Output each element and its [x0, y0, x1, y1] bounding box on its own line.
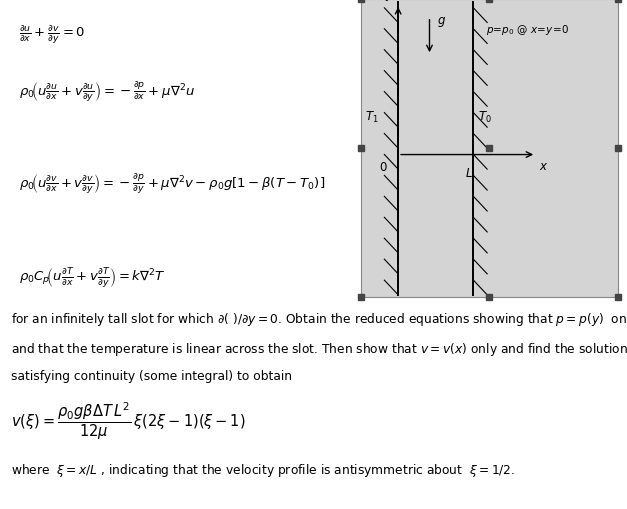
Text: $\frac{\partial u}{\partial x}+\frac{\partial v}{\partial y}=0$: $\frac{\partial u}{\partial x}+\frac{\pa… [19, 23, 85, 45]
Text: 0: 0 [379, 160, 387, 173]
Text: and that the temperature is linear across the slot. Then show that $v=v(x)$ only: and that the temperature is linear acros… [11, 340, 627, 357]
Text: $\rho_0\!\left(u\frac{\partial v}{\partial x}+v\frac{\partial v}{\partial y}\rig: $\rho_0\!\left(u\frac{\partial v}{\parti… [19, 171, 325, 195]
Text: where  $\xi=x/L$ , indicating that the velocity profile is antisymmetric about  : where $\xi=x/L$ , indicating that the ve… [11, 461, 515, 477]
Text: $T_0$: $T_0$ [478, 109, 492, 125]
Text: $y$: $y$ [385, 0, 394, 3]
Text: $L$: $L$ [465, 166, 473, 179]
Text: $\rho_0\!\left(u\frac{\partial u}{\partial x}+v\frac{\partial u}{\partial y}\rig: $\rho_0\!\left(u\frac{\partial u}{\parti… [19, 79, 195, 103]
Text: $g$: $g$ [437, 15, 446, 29]
Text: $T_1$: $T_1$ [365, 109, 379, 125]
Text: $p\!=\!p_0$ @ $x\!=\!y\!=\!0$: $p\!=\!p_0$ @ $x\!=\!y\!=\!0$ [486, 23, 569, 37]
Bar [361, 0, 618, 298]
Text: $x$: $x$ [539, 159, 549, 172]
Text: $\rho_0 C_p\!\left(u\frac{\partial T}{\partial x}+v\frac{\partial T}{\partial y}: $\rho_0 C_p\!\left(u\frac{\partial T}{\p… [19, 266, 166, 290]
Text: satisfying continuity (some integral) to obtain: satisfying continuity (some integral) to… [11, 370, 292, 382]
Text: for an infinitely tall slot for which $\partial(\ )/\partial y=0$. Obtain the re: for an infinitely tall slot for which $\… [11, 310, 627, 327]
Text: $v(\xi)=\dfrac{\rho_0 g\beta\Delta T\, L^2}{12\mu}\,\xi(2\xi-1)(\xi-1)$: $v(\xi)=\dfrac{\rho_0 g\beta\Delta T\, L… [11, 400, 246, 441]
